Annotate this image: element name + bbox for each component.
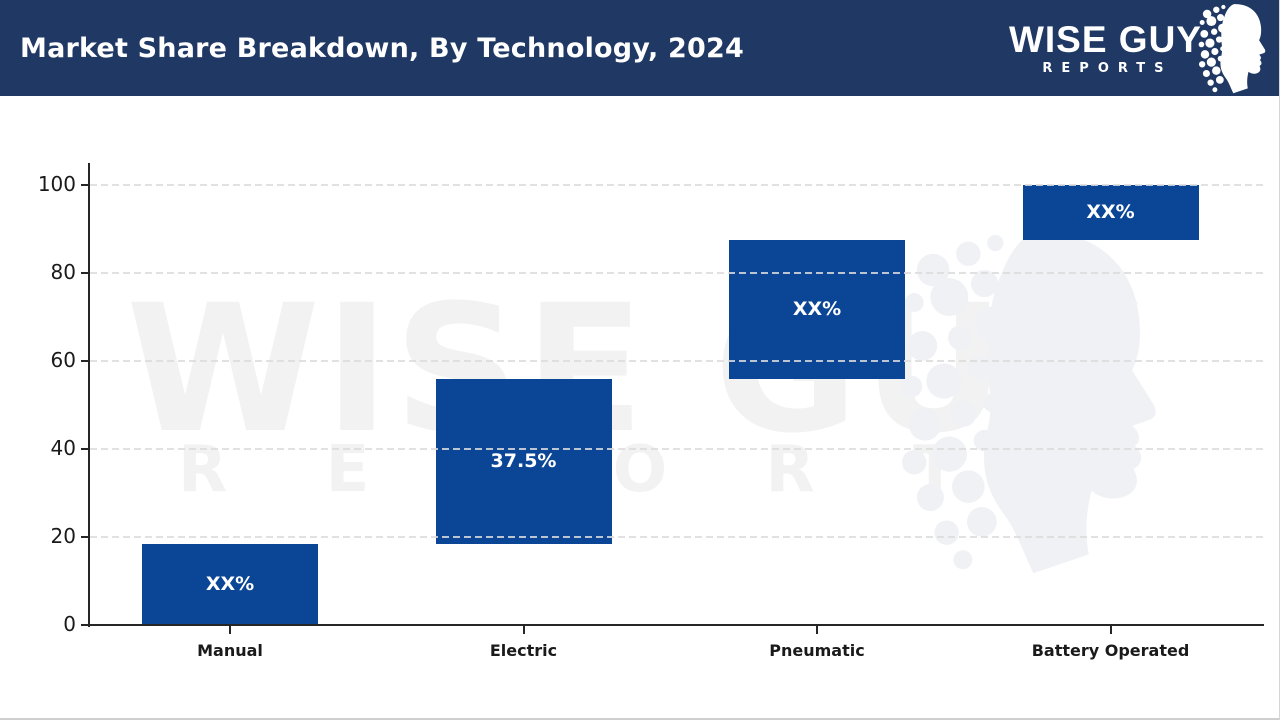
y-tick-label: 0	[63, 612, 76, 636]
x-axis-label-pneumatic: Pneumatic	[769, 641, 865, 660]
y-tick-label: 100	[37, 172, 76, 196]
gridline	[90, 184, 1264, 186]
bar-label-battery-operated: XX%	[1086, 201, 1135, 223]
brand-name: WISE GUY	[1008, 19, 1202, 60]
x-tick-mark	[522, 626, 525, 634]
x-axis-label-electric: Electric	[489, 641, 558, 660]
y-tick-mark	[81, 448, 89, 450]
gridline	[90, 360, 1264, 362]
wiseguy-head-icon	[1198, 4, 1266, 94]
bar-pneumatic	[729, 240, 905, 379]
x-axis-label-battery-operated: Battery Operated	[1031, 641, 1190, 660]
bar-label-pneumatic: XX%	[792, 298, 842, 320]
x-axis-label-manual: Manual	[197, 641, 263, 660]
brand-subtitle: REPORTS	[1042, 61, 1173, 76]
y-tick-mark	[81, 360, 89, 362]
y-tick-mark	[81, 272, 89, 274]
x-tick-mark	[816, 626, 818, 634]
y-tick-mark	[81, 184, 89, 186]
page-title: Market Share Breakdown, By Technology, 2…	[20, 32, 745, 64]
y-tick-mark	[81, 536, 89, 538]
x-axis-line	[88, 624, 1264, 626]
y-tick-label: 40	[50, 436, 76, 460]
watermark-head-icon	[900, 231, 1156, 574]
x-tick-mark	[1109, 626, 1112, 634]
brand-logo: WISE GUY REPORTS	[1009, 2, 1270, 94]
y-tick-mark	[81, 624, 89, 626]
chart-area: WISE GUY R E P O R T S 0 20 40 60 80 100 XX% Ma…	[0, 96, 1279, 718]
brand-wordmark: WISE GUY REPORTS	[1009, 21, 1202, 75]
bar-battery-operated	[1022, 185, 1199, 240]
gridline	[90, 272, 1264, 274]
gridline	[90, 536, 1264, 538]
bar-label-electric: 37.5%	[490, 449, 557, 472]
x-tick-mark	[229, 626, 231, 634]
header-bar: Market Share Breakdown, By Technology, 2…	[0, 0, 1279, 96]
y-tick-label: 60	[50, 348, 76, 372]
gridline	[90, 448, 1264, 450]
bar-label-manual: XX%	[205, 572, 255, 595]
y-tick-label: 80	[50, 260, 76, 284]
bar-manual	[142, 543, 318, 625]
y-tick-label: 20	[50, 524, 76, 548]
bar-electric	[435, 378, 612, 544]
plot: 0 20 40 60 80 100 XX% Manual 37.5% Electric XX% Pne…	[0, 96, 1279, 718]
y-axis-line	[88, 163, 90, 627]
